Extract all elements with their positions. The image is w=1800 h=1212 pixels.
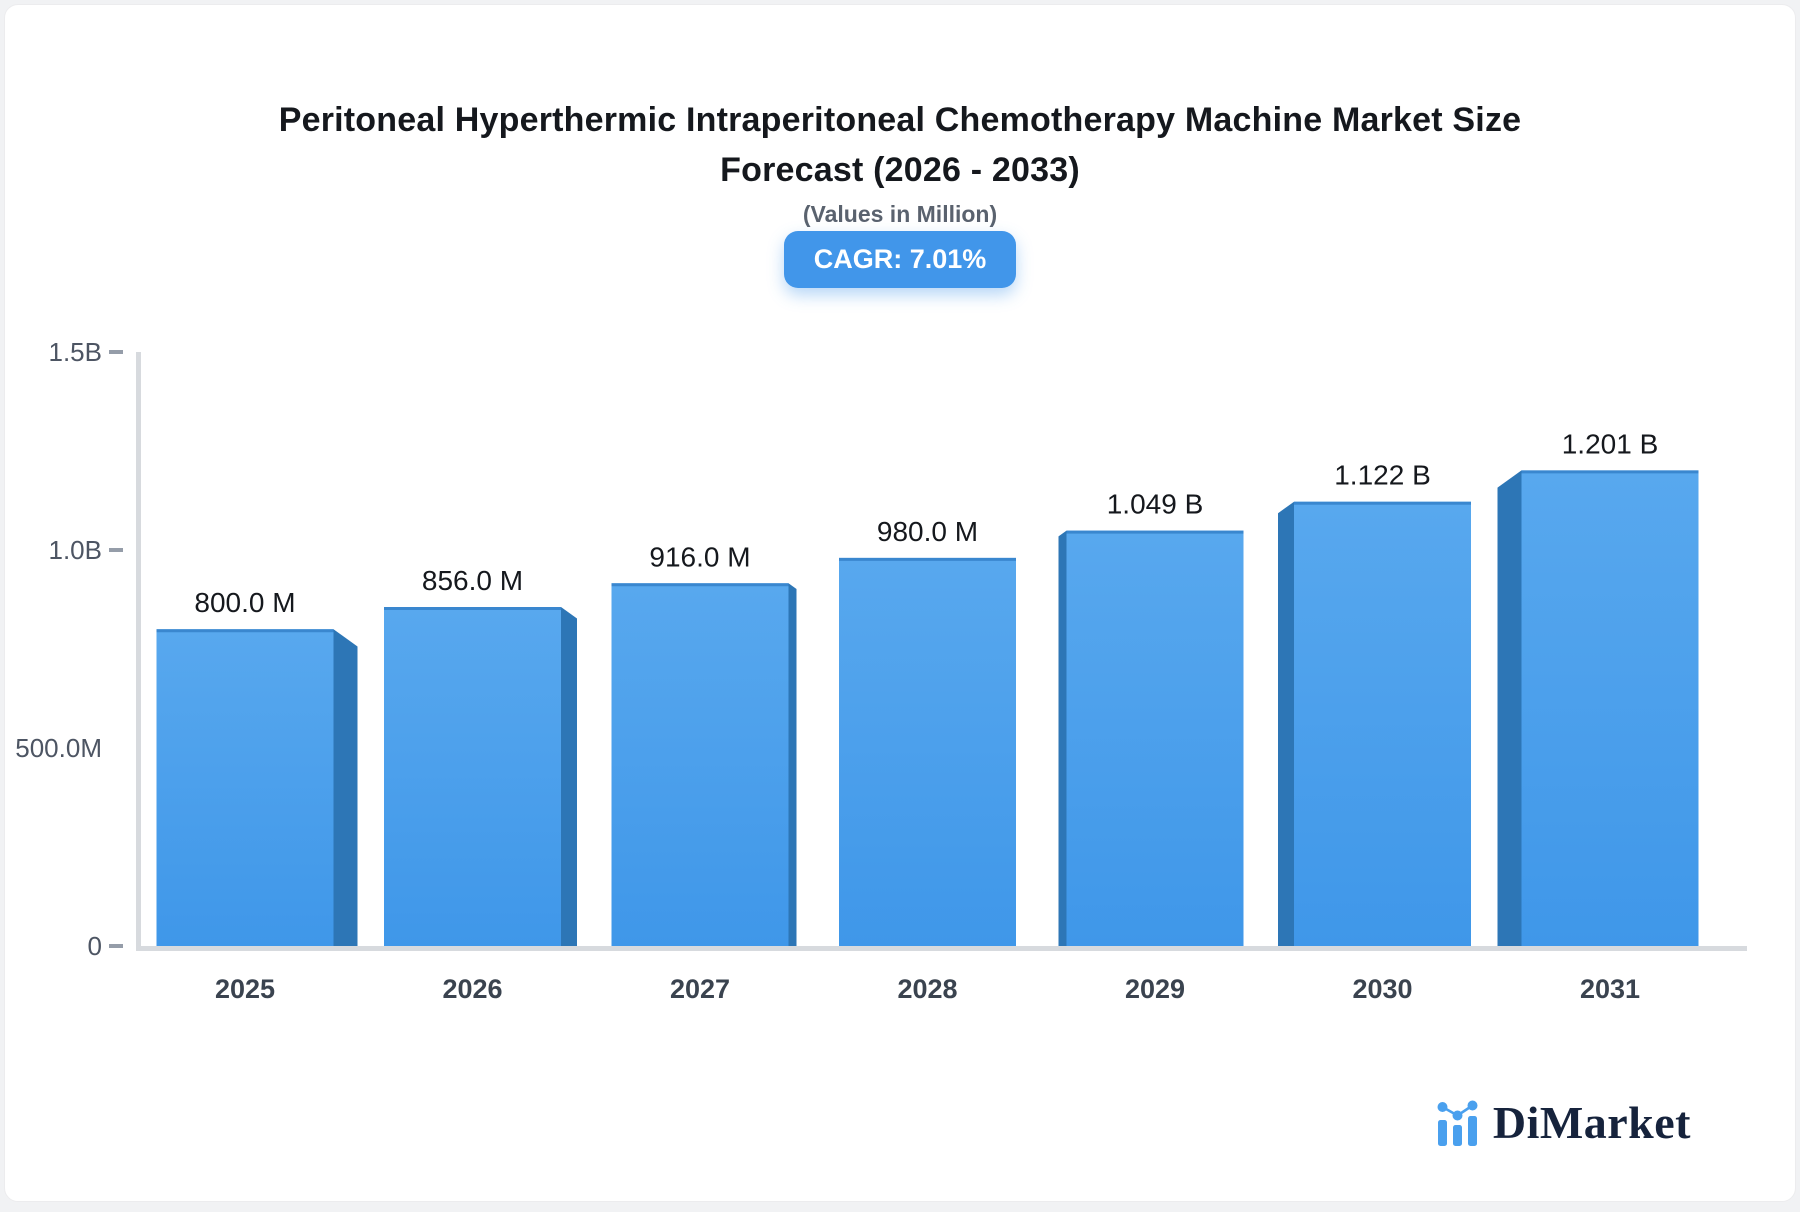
x-axis-category-label: 2028 <box>897 974 957 1004</box>
bar <box>611 583 789 946</box>
bar-value-label: 1.122 B <box>1334 460 1431 491</box>
bar <box>839 557 1016 946</box>
bar-value-label: 980.0 M <box>877 516 978 547</box>
cagr-badge: CAGR: 7.01% <box>783 231 1017 288</box>
chart-title-line1: Peritoneal Hyperthermic Intraperitoneal … <box>278 101 1522 139</box>
bar-value-label: 1.201 B <box>1562 428 1659 459</box>
bar-side-face <box>333 629 358 946</box>
bar-value-label: 916.0 M <box>649 541 750 572</box>
bar <box>1066 530 1244 946</box>
bar-side-face <box>1278 501 1294 946</box>
bar-side-face <box>561 607 577 946</box>
chart-subtitle: (Values in Million) <box>802 201 998 227</box>
x-axis-category-label: 2031 <box>1580 974 1640 1004</box>
x-axis-category-label: 2029 <box>1125 974 1185 1004</box>
bar-chart-logo-icon <box>1437 1100 1478 1146</box>
cagr-badge-row: CAGR: 7.01% <box>5 231 1795 288</box>
x-axis-category-label: 2030 <box>1352 974 1412 1004</box>
bar-value-label: 856.0 M <box>422 565 523 596</box>
chart-card: Peritoneal Hyperthermic Intraperitoneal … <box>4 4 1796 1202</box>
y-axis-tick-label: 1.5B <box>49 337 103 367</box>
dimarket-logo[interactable]: DiMarket <box>1436 1096 1691 1149</box>
bar <box>1294 501 1471 946</box>
y-axis-tick-label: 0 <box>88 931 102 961</box>
bar <box>384 607 561 946</box>
bar-side-face <box>788 583 797 946</box>
chart-title-line2: Forecast (2026 - 2033) <box>720 151 1080 189</box>
x-axis-category-label: 2025 <box>215 974 275 1004</box>
market-forecast-chart: 1.5B 1.0B 500.0M 0 800.0 M 2025 856.0 M 2026 916… <box>15 337 1747 1004</box>
y-axis-tick-label: 1.0B <box>49 535 103 565</box>
bar-value-label: 1.049 B <box>1107 489 1204 520</box>
bar-side-face <box>1497 470 1522 946</box>
x-axis-category-label: 2027 <box>670 974 730 1004</box>
bar <box>156 629 334 946</box>
y-axis-tick-label: 500.0M <box>15 733 102 763</box>
bar-value-label: 800.0 M <box>194 587 295 618</box>
bar-side-face <box>1058 530 1067 946</box>
logo-text: DiMarket <box>1492 1097 1691 1148</box>
x-axis-category-label: 2026 <box>442 974 502 1004</box>
bar <box>1521 470 1699 946</box>
